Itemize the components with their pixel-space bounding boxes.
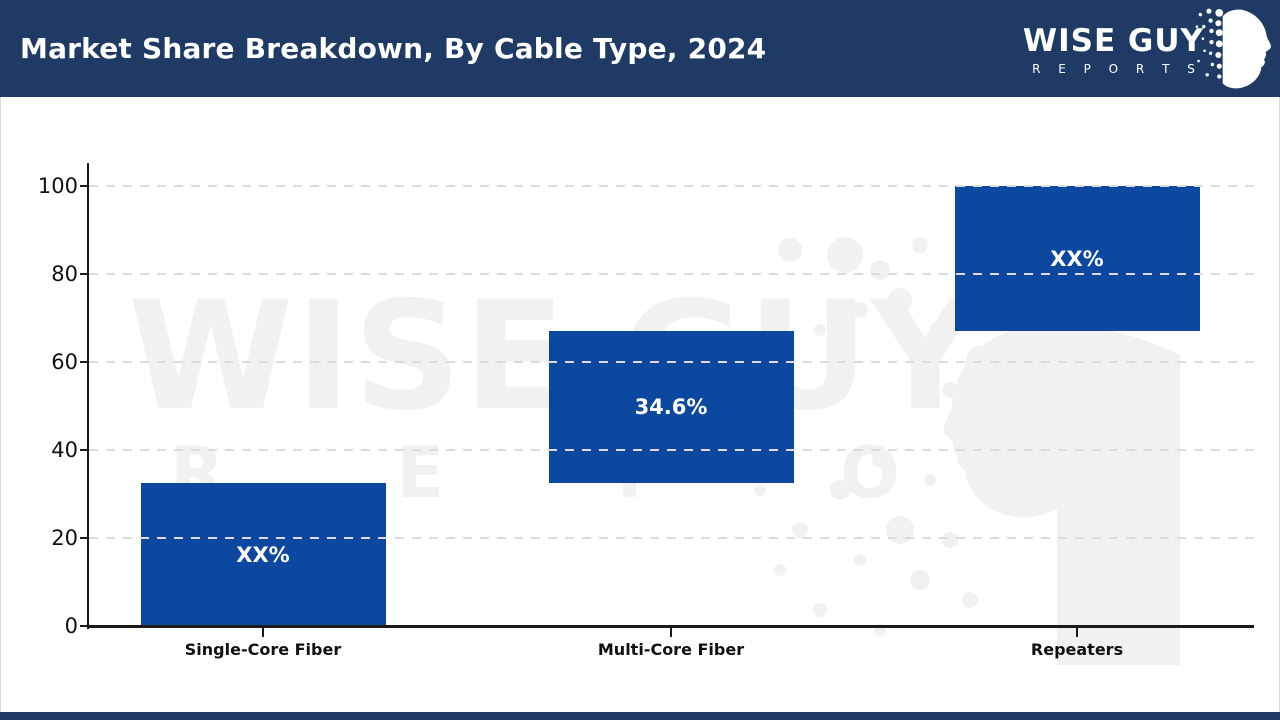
x-axis-tick-multi-core-fiber [670,628,672,637]
bar-repeaters [954,186,1200,332]
gridline-100 [89,185,1254,187]
bar-value-label-multi-core-fiber: 34.6% [634,395,708,420]
gridline-60 [89,361,1254,363]
gridline-80 [89,273,1254,275]
x-axis-tick-single-core-fiber [262,628,264,637]
y-axis-tick-label-100: 100 [37,174,78,198]
header-bar: Market Share Breakdown, By Cable Type, 2… [0,0,1280,97]
x-axis-category-label-single-core-fiber: Single-Core Fiber [184,640,342,659]
y-axis-tick-label-20: 20 [51,526,78,550]
y-axis-tick-0 [80,625,88,627]
wiseguy-dotted-head-icon [1195,8,1271,89]
y-axis-tick-60 [80,361,88,363]
footer-bar [0,712,1280,720]
bar-single-core-fiber [140,483,386,626]
chart-title: Market Share Breakdown, By Cable Type, 2… [20,32,767,65]
x-axis-category-label-multi-core-fiber: Multi-Core Fiber [597,640,745,659]
y-axis-tick-100 [80,185,88,187]
y-axis-tick-label-80: 80 [51,262,78,286]
x-axis-tick-repeaters [1076,628,1078,637]
y-axis-line [87,163,89,629]
y-axis-tick-20 [80,537,88,539]
bar-multi-core-fiber [548,331,794,484]
x-axis-category-label-repeaters: Repeaters [1030,640,1124,659]
gridline-20 [89,537,1254,539]
bar-value-label-single-core-fiber: XX% [236,542,290,567]
y-axis-tick-label-0: 0 [64,614,78,638]
wiseguy-logo-name: WISE GUY [1022,23,1204,59]
y-axis-tick-label-60: 60 [51,350,78,374]
x-axis-line [87,625,1254,628]
wiseguy-logo-tagline: R E P O R T S [1032,62,1202,76]
wiseguy-logo-text: WISE GUY R E P O R T S [1022,23,1204,77]
y-axis-tick-80 [80,273,88,275]
bar-value-label-repeaters: XX% [1050,246,1104,271]
y-axis-tick-40 [80,449,88,451]
y-axis-tick-label-40: 40 [51,438,78,462]
wiseguy-logo: WISE GUY R E P O R T S [1023,5,1276,93]
gridline-40 [89,449,1254,451]
